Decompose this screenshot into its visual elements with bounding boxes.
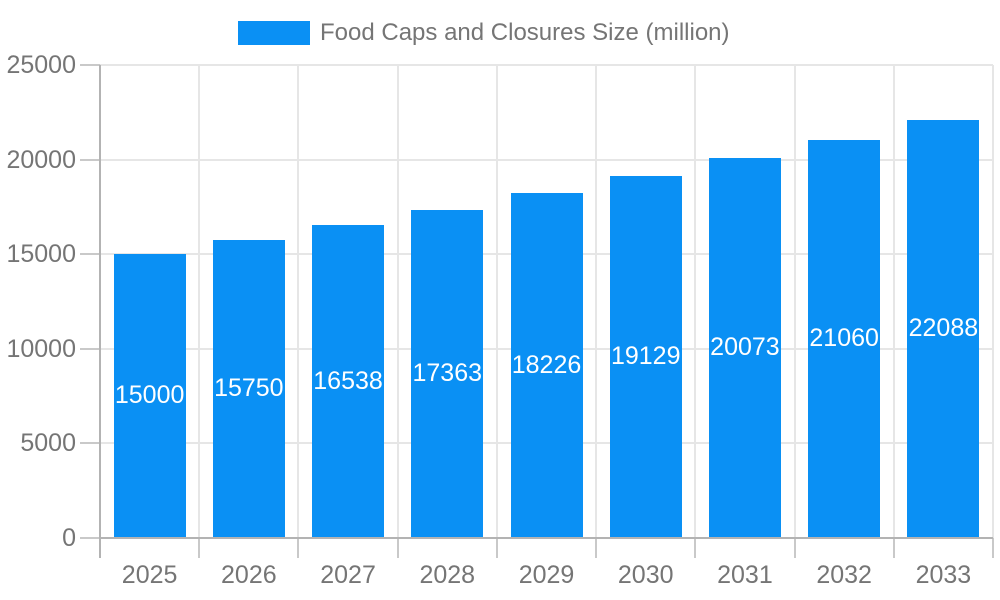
bar-value-label: 16538 <box>313 366 383 395</box>
y-axis-label: 5000 <box>20 429 76 458</box>
x-axis-tick <box>396 538 399 558</box>
y-axis-tick <box>80 347 100 350</box>
x-axis-label: 2028 <box>419 561 476 589</box>
x-axis-tick <box>694 538 697 558</box>
x-gridline <box>992 65 994 538</box>
x-gridline <box>892 65 895 538</box>
y-gridline <box>100 64 993 66</box>
legend-swatch-icon <box>238 21 310 45</box>
y-axis-label: 0 <box>62 524 76 552</box>
legend-label: Food Caps and Closures Size (million) <box>320 19 730 46</box>
y-axis-tick <box>80 158 100 161</box>
plot-area: 15000 15750 16538 17363 18226 19129 20073 21060… <box>80 64 994 558</box>
x-gridline <box>297 65 300 538</box>
x-axis-tick <box>992 538 994 558</box>
x-axis-tick <box>595 538 598 558</box>
x-axis-label: 2025 <box>121 561 178 589</box>
bar-value-label: 15000 <box>114 381 185 410</box>
y-axis-label: 25000 <box>6 51 76 79</box>
x-axis-label: 2026 <box>221 561 277 589</box>
x-axis-line <box>100 537 993 539</box>
bar-value-label: 21060 <box>809 323 879 352</box>
x-axis-tick <box>793 538 796 558</box>
x-gridline <box>694 65 697 538</box>
bar <box>808 139 881 538</box>
bar <box>708 158 781 538</box>
bar-value-label: 22088 <box>908 314 979 343</box>
y-axis-tick <box>80 537 100 539</box>
bar-value-label: 19129 <box>610 342 681 371</box>
x-axis-label: 2032 <box>816 561 872 589</box>
y-axis-line <box>99 65 101 558</box>
x-axis-label: 2031 <box>717 561 773 589</box>
x-gridline <box>396 65 399 538</box>
x-axis-label: 2029 <box>518 561 575 589</box>
y-axis-label: 15000 <box>6 240 76 269</box>
y-axis-label: 20000 <box>6 145 76 174</box>
x-gridline <box>595 65 598 538</box>
x-axis-tick <box>495 538 498 558</box>
legend: Food Caps and Closures Size (million) <box>238 19 730 47</box>
bar <box>312 225 385 538</box>
bar <box>212 240 285 538</box>
bar <box>510 193 583 538</box>
y-gridline <box>100 158 993 161</box>
x-axis-label: 2033 <box>915 561 972 589</box>
bar-value-label: 20073 <box>710 333 780 362</box>
bar <box>609 176 682 538</box>
bar <box>907 120 980 538</box>
bar <box>113 254 186 538</box>
x-axis-tick <box>892 538 895 558</box>
y-axis-tick <box>80 64 100 66</box>
x-gridline <box>495 65 498 538</box>
y-axis-tick <box>80 442 100 445</box>
bar-value-label: 17363 <box>412 358 483 387</box>
x-axis-label: 2027 <box>320 561 376 589</box>
x-axis-label: 2030 <box>617 561 674 589</box>
x-axis-tick <box>297 538 300 558</box>
bar <box>411 209 484 538</box>
y-axis-tick <box>80 253 100 256</box>
x-axis-tick <box>198 538 201 558</box>
x-gridline <box>793 65 796 538</box>
bar-value-label: 18226 <box>511 350 582 379</box>
bar-value-label: 15750 <box>214 374 284 402</box>
x-gridline <box>198 65 201 538</box>
y-axis-label: 10000 <box>6 334 76 363</box>
